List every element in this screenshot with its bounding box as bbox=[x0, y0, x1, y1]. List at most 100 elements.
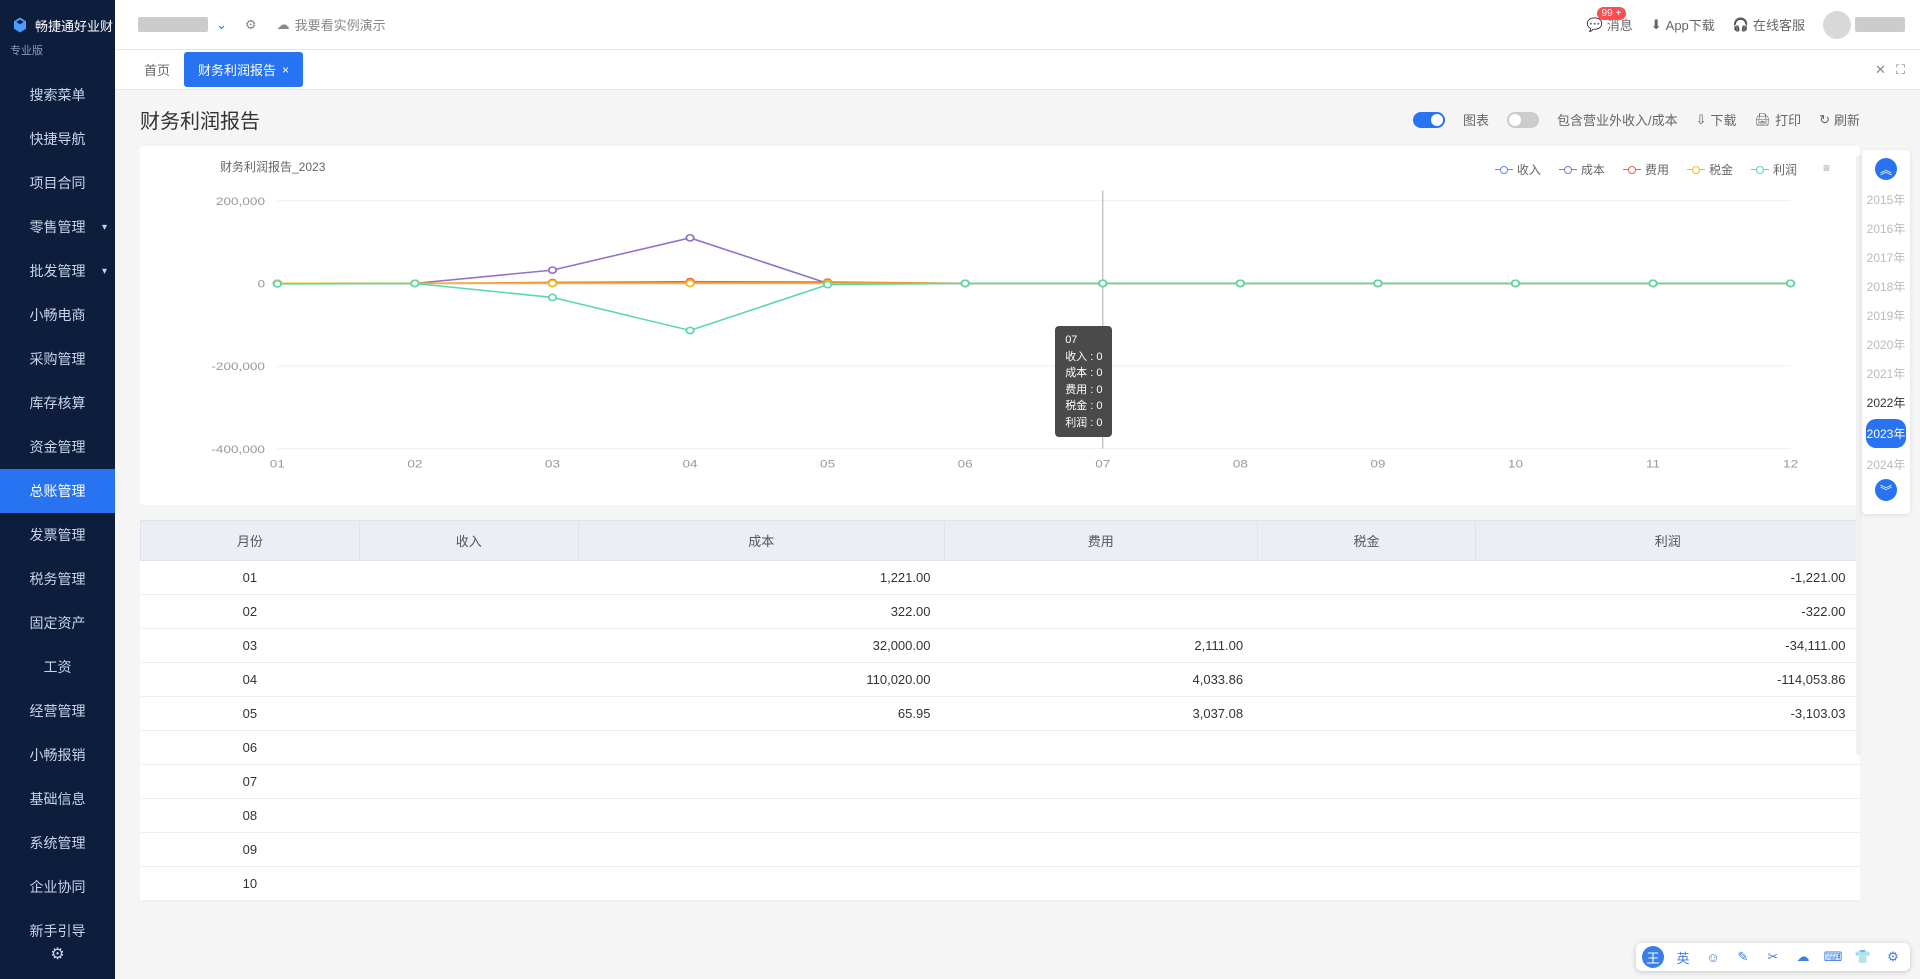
year-up-icon[interactable]: ︽ bbox=[1875, 158, 1897, 180]
legend-toggle-icon[interactable]: ≡ bbox=[1823, 161, 1830, 178]
ime-main-icon[interactable]: 王 bbox=[1642, 946, 1664, 968]
svg-text:01: 01 bbox=[270, 457, 285, 470]
legend-marker bbox=[1559, 166, 1577, 174]
topbar: xxxx ⌄ ⚙ ☁ 我要看实例演示 💬 消息 99 + ⬇ App下载 🎧 在… bbox=[115, 0, 1920, 50]
app-name: 畅捷通好业财 bbox=[35, 16, 113, 35]
legend-item-expense[interactable]: 费用 bbox=[1623, 161, 1669, 178]
ime-emoji-icon[interactable]: ☺ bbox=[1702, 946, 1724, 968]
headset-icon: 🎧 bbox=[1733, 17, 1749, 33]
avatar bbox=[1823, 11, 1851, 39]
table-row: 02322.00-322.00 bbox=[141, 595, 1860, 629]
sidebar-item-小畅报销[interactable]: 小畅报销 bbox=[0, 733, 115, 777]
close-all-icon[interactable]: ✕ bbox=[1875, 62, 1886, 78]
col-header: 利润 bbox=[1476, 521, 1860, 561]
svg-text:08: 08 bbox=[1233, 457, 1248, 470]
year-2015年[interactable]: 2015年 bbox=[1862, 185, 1910, 214]
app-logo-icon bbox=[10, 15, 30, 35]
sidebar-item-零售管理[interactable]: 零售管理▾ bbox=[0, 205, 115, 249]
svg-text:09: 09 bbox=[1370, 457, 1385, 470]
svg-text:05: 05 bbox=[820, 457, 835, 470]
chart-toggle-label: 图表 bbox=[1463, 110, 1489, 129]
tab-profit-report[interactable]: 财务利润报告 × bbox=[184, 52, 303, 87]
ime-skin-icon[interactable]: 👕 bbox=[1852, 946, 1874, 968]
year-2016年[interactable]: 2016年 bbox=[1862, 214, 1910, 243]
year-2019年[interactable]: 2019年 bbox=[1862, 301, 1910, 330]
sidebar-item-采购管理[interactable]: 采购管理 bbox=[0, 337, 115, 381]
year-2017年[interactable]: 2017年 bbox=[1862, 243, 1910, 272]
svg-text:04: 04 bbox=[683, 457, 698, 470]
settings-icon[interactable]: ⚙ bbox=[0, 944, 115, 964]
year-2022年[interactable]: 2022年 bbox=[1862, 388, 1910, 417]
customer-service-button[interactable]: 🎧 在线客服 bbox=[1733, 15, 1805, 34]
year-panel: ︽ 2015年2016年2017年2018年2019年2020年2021年202… bbox=[1862, 150, 1910, 514]
sidebar-item-资金管理[interactable]: 资金管理 bbox=[0, 425, 115, 469]
tab-home[interactable]: 首页 bbox=[130, 52, 184, 87]
chart-toggle[interactable] bbox=[1413, 112, 1445, 128]
tabs-row: 首页 财务利润报告 × ✕ ⛶ bbox=[115, 50, 1920, 90]
col-header: 税金 bbox=[1257, 521, 1476, 561]
year-2023年[interactable]: 2023年 bbox=[1866, 419, 1906, 448]
sidebar-item-批发管理[interactable]: 批发管理▾ bbox=[0, 249, 115, 293]
sidebar-item-小畅电商[interactable]: 小畅电商 bbox=[0, 293, 115, 337]
sidebar-item-基础信息[interactable]: 基础信息 bbox=[0, 777, 115, 821]
close-icon[interactable]: × bbox=[282, 63, 289, 77]
ime-toolbar[interactable]: 王 英 ☺ ✎ ✂ ☁ ⌨ 👕 ⚙ bbox=[1636, 943, 1910, 971]
col-header: 费用 bbox=[944, 521, 1257, 561]
svg-text:03: 03 bbox=[545, 457, 560, 470]
legend-item-profit[interactable]: 利润 bbox=[1751, 161, 1797, 178]
app-download-button[interactable]: ⬇ App下载 bbox=[1651, 15, 1715, 34]
col-header: 收入 bbox=[359, 521, 578, 561]
include-external-toggle[interactable] bbox=[1507, 112, 1539, 128]
ime-cloud-icon[interactable]: ☁ bbox=[1792, 946, 1814, 968]
profit-chart[interactable]: 200,0000-200,000-400,0000102030405060708… bbox=[160, 180, 1840, 490]
app-edition: 专业版 bbox=[0, 42, 115, 58]
sidebar-item-总账管理[interactable]: 总账管理 bbox=[0, 469, 115, 513]
org-settings-icon[interactable]: ⚙ bbox=[245, 17, 257, 33]
fullscreen-icon[interactable]: ⛶ bbox=[1896, 62, 1905, 78]
sidebar-item-项目合同[interactable]: 项目合同 bbox=[0, 161, 115, 205]
ime-lang-icon[interactable]: 英 bbox=[1672, 946, 1694, 968]
page-title: 财务利润报告 bbox=[140, 105, 260, 134]
table-row: 0565.953,037.08-3,103.03 bbox=[141, 697, 1860, 731]
year-2024年[interactable]: 2024年 bbox=[1862, 450, 1910, 479]
year-2021年[interactable]: 2021年 bbox=[1862, 359, 1910, 388]
legend-item-tax[interactable]: 税金 bbox=[1687, 161, 1733, 178]
sidebar-item-搜索菜单[interactable]: 搜索菜单 bbox=[0, 73, 115, 117]
org-selector[interactable]: xxxx ⌄ bbox=[130, 13, 235, 37]
table-row: 06 bbox=[141, 731, 1860, 765]
sidebar-item-库存核算[interactable]: 库存核算 bbox=[0, 381, 115, 425]
sidebar-item-企业协同[interactable]: 企业协同 bbox=[0, 865, 115, 909]
demo-link[interactable]: ☁ 我要看实例演示 bbox=[277, 15, 386, 34]
chart-card: 财务利润报告_2023 收入成本费用税金利润≡ 200,0000-200,000… bbox=[140, 146, 1860, 505]
ime-settings-icon[interactable]: ⚙ bbox=[1882, 946, 1904, 968]
table-row: 09 bbox=[141, 833, 1860, 867]
table-row: 07 bbox=[141, 765, 1860, 799]
sidebar-item-税务管理[interactable]: 税务管理 bbox=[0, 557, 115, 601]
refresh-button[interactable]: ↻ 刷新 bbox=[1819, 110, 1860, 129]
legend-marker bbox=[1495, 166, 1513, 174]
sidebar-item-工资[interactable]: 工资 bbox=[0, 645, 115, 689]
year-2018年[interactable]: 2018年 bbox=[1862, 272, 1910, 301]
ime-edit-icon[interactable]: ✎ bbox=[1732, 946, 1754, 968]
year-down-icon[interactable]: ︾ bbox=[1875, 479, 1897, 501]
ime-keyboard-icon[interactable]: ⌨ bbox=[1822, 946, 1844, 968]
legend-marker bbox=[1623, 166, 1641, 174]
sidebar-item-发票管理[interactable]: 发票管理 bbox=[0, 513, 115, 557]
sidebar-item-固定资产[interactable]: 固定资产 bbox=[0, 601, 115, 645]
table-row: 0332,000.002,111.00-34,111.00 bbox=[141, 629, 1860, 663]
chevron-down-icon: ▾ bbox=[102, 222, 107, 233]
messages-button[interactable]: 💬 消息 99 + bbox=[1587, 15, 1633, 34]
table-row: 10 bbox=[141, 867, 1860, 901]
sidebar-item-系统管理[interactable]: 系统管理 bbox=[0, 821, 115, 865]
legend-item-income[interactable]: 收入 bbox=[1495, 161, 1541, 178]
legend-item-cost[interactable]: 成本 bbox=[1559, 161, 1605, 178]
year-2020年[interactable]: 2020年 bbox=[1862, 330, 1910, 359]
print-button[interactable]: 🖨 打印 bbox=[1755, 110, 1802, 129]
ime-cut-icon[interactable]: ✂ bbox=[1762, 946, 1784, 968]
user-menu[interactable]: xxxx bbox=[1823, 11, 1905, 39]
svg-text:06: 06 bbox=[958, 457, 973, 470]
data-table: 月份收入成本费用税金利润 011,221.00-1,221.0002322.00… bbox=[140, 520, 1860, 901]
sidebar-item-快捷导航[interactable]: 快捷导航 bbox=[0, 117, 115, 161]
download-button[interactable]: ⇩ 下载 bbox=[1696, 110, 1737, 129]
sidebar-item-经营管理[interactable]: 经营管理 bbox=[0, 689, 115, 733]
